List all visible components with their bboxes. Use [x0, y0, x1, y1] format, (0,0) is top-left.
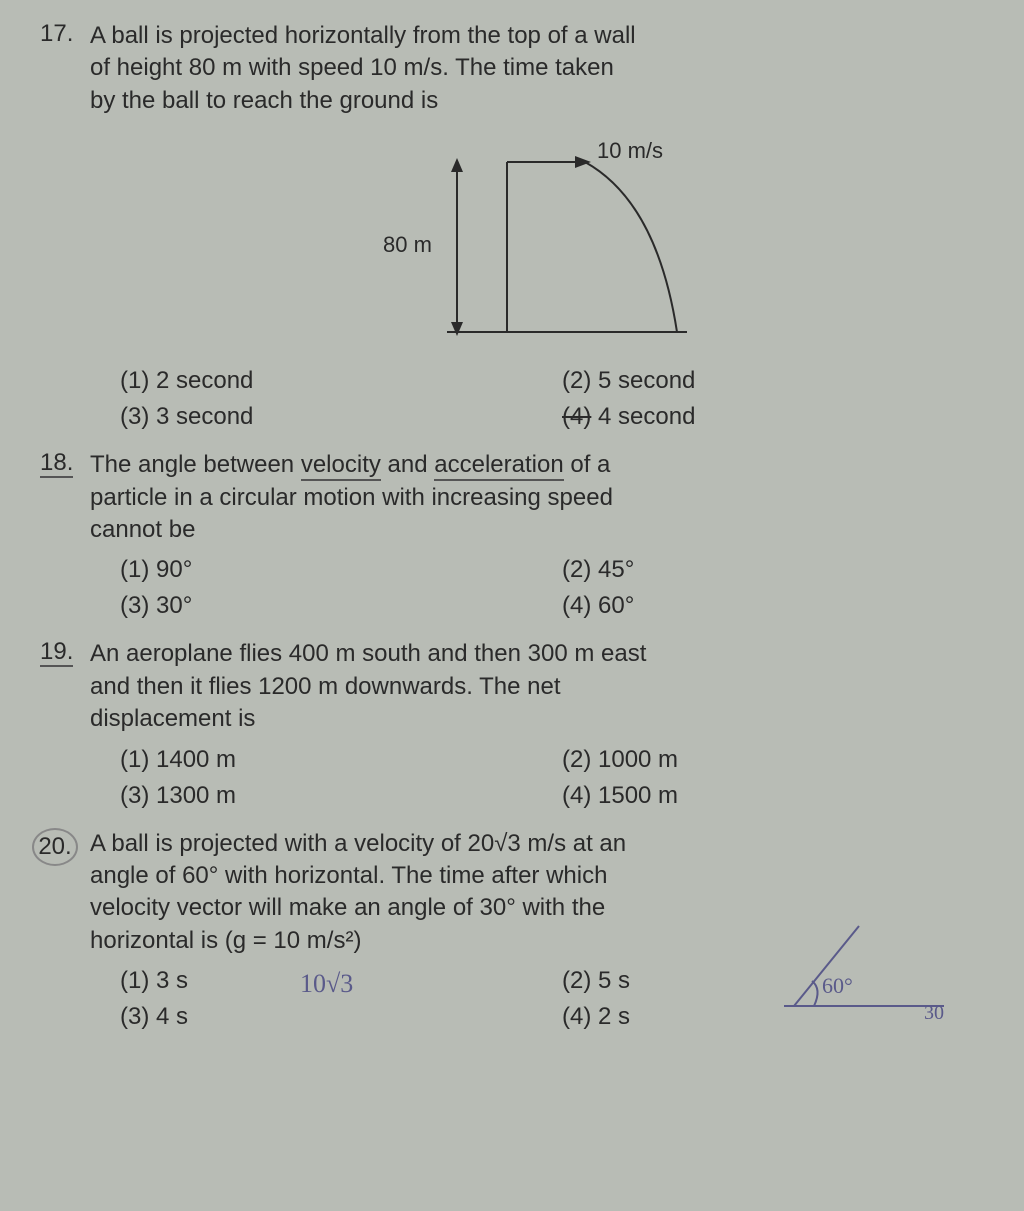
q17-text: A ball is projected horizontally from th… [90, 20, 964, 117]
q20-number: 20. [32, 828, 78, 866]
q19-number: 19. [40, 638, 73, 666]
q18-opt1: (1) 90° [120, 556, 522, 584]
q18-opt4: (4) 60° [562, 592, 964, 620]
q20-opt3: (3) 4 s [120, 1003, 522, 1031]
q18-u1: velocity [301, 451, 381, 481]
q17-diagram: 80 m 10 m/s [90, 132, 964, 352]
q19-opt2: (2) 1000 m [562, 746, 964, 774]
q20-line4: horizontal is (g = 10 m/s²) [90, 927, 361, 954]
q18-post: of a [564, 451, 611, 478]
q18-pre: The angle between [90, 451, 301, 478]
q18-number: 18. [40, 449, 73, 477]
q17-opt1: (1) 2 second [120, 367, 522, 395]
q19-text: An aeroplane flies 400 m south and then … [90, 638, 964, 735]
q17-line3: by the ball to reach the ground is [90, 87, 438, 114]
q18-line2: particle in a circular motion with incre… [90, 484, 613, 511]
question-20: 20. A ball is projected with a velocity … [90, 828, 964, 1032]
q18-line3: cannot be [90, 516, 195, 543]
q18-opt2: (2) 45° [562, 556, 964, 584]
height-label: 80 m [383, 232, 432, 257]
question-19: 19. An aeroplane flies 400 m south and t… [90, 638, 964, 809]
q17-opt4-num: (4) [562, 403, 591, 430]
svg-text:60°: 60° [822, 973, 853, 998]
q17-opt2: (2) 5 second [562, 367, 964, 395]
q19-line3: displacement is [90, 705, 255, 732]
q18-text: The angle between velocity and accelerat… [90, 449, 964, 546]
q17-opt3: (3) 3 second [120, 403, 522, 431]
handwritten-note: 10√3 [300, 969, 353, 999]
q17-number: 17. [40, 20, 73, 48]
question-17: 17. A ball is projected horizontally fro… [90, 20, 964, 431]
q19-line1: An aeroplane flies 400 m south and then … [90, 640, 646, 667]
handwritten-angle-sketch: 60° 30 [774, 911, 954, 1021]
q17-opt4: (4) 4 second [562, 403, 964, 431]
q17-line1: A ball is projected horizontally from th… [90, 22, 636, 49]
q18-mid: and [381, 451, 434, 478]
q17-line2: of height 80 m with speed 10 m/s. The ti… [90, 54, 614, 81]
q17-opt4-text: 4 second [591, 403, 695, 430]
q17-options: (1) 2 second (2) 5 second (3) 3 second (… [90, 367, 964, 431]
q19-opt4: (4) 1500 m [562, 782, 964, 810]
q19-opt1: (1) 1400 m [120, 746, 522, 774]
q19-line2: and then it flies 1200 m downwards. The … [90, 673, 561, 700]
q19-opt3: (3) 1300 m [120, 782, 522, 810]
svg-text:30: 30 [924, 1002, 944, 1021]
q19-options: (1) 1400 m (2) 1000 m (3) 1300 m (4) 150… [90, 746, 964, 810]
speed-label: 10 m/s [597, 138, 663, 163]
q18-u2: acceleration [434, 451, 563, 481]
q18-opt3: (3) 30° [120, 592, 522, 620]
question-18: 18. The angle between velocity and accel… [90, 449, 964, 620]
q20-line3: velocity vector will make an angle of 30… [90, 894, 605, 921]
projectile-diagram-svg: 80 m 10 m/s [347, 132, 707, 352]
q20-line2: angle of 60° with horizontal. The time a… [90, 862, 607, 889]
q18-options: (1) 90° (2) 45° (3) 30° (4) 60° [90, 556, 964, 620]
q20-line1: A ball is projected with a velocity of 2… [90, 830, 626, 857]
